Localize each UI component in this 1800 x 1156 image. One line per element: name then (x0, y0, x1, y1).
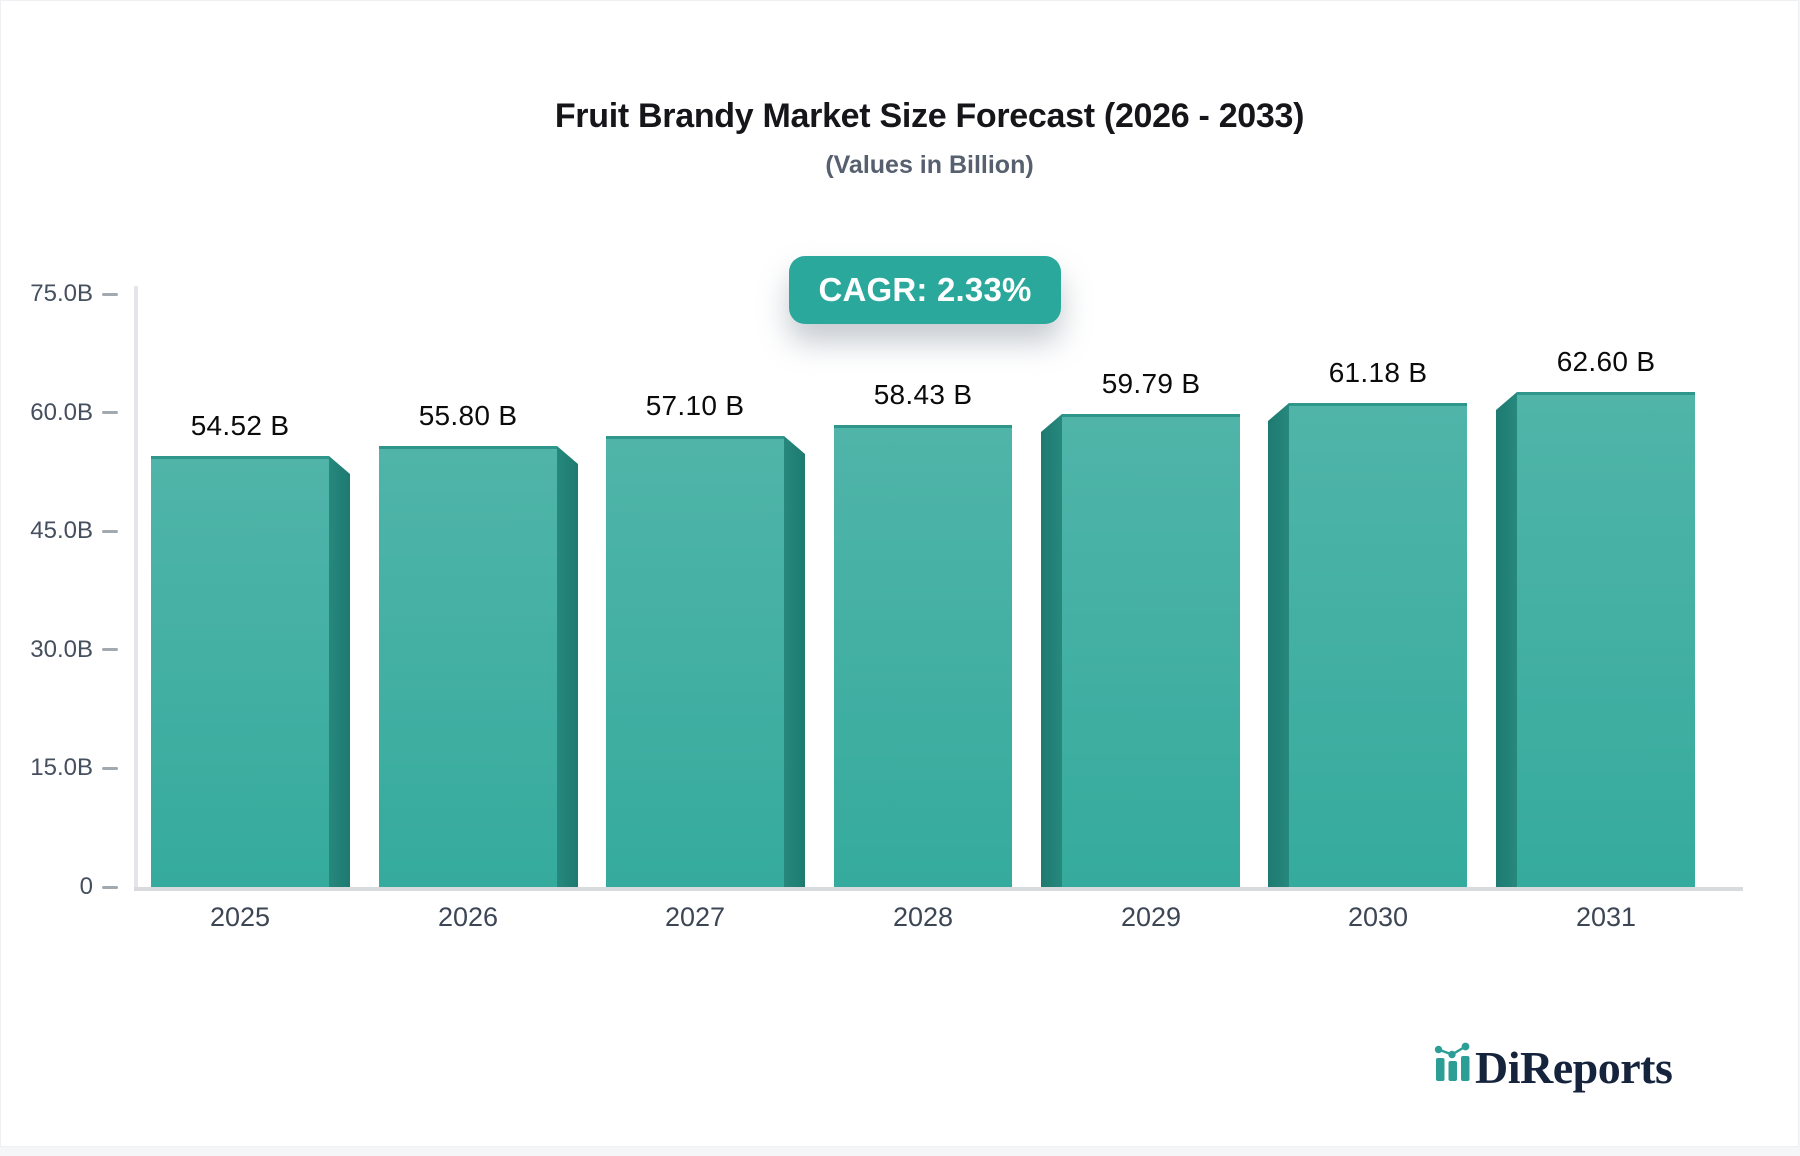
bar-value-label: 57.10 B (645, 390, 745, 421)
x-axis-label: 2030 (1347, 902, 1409, 932)
chart-subtitle: (Values in Billion) (825, 151, 1034, 179)
bar-2027 (606, 436, 784, 887)
bar-value-label: 54.52 B (190, 410, 290, 441)
bar-3d-side (1496, 392, 1517, 887)
cagr-badge: CAGR: 2.33% (789, 256, 1061, 324)
bar-2026 (379, 446, 557, 887)
bar-value-label: 58.43 B (873, 379, 973, 410)
brand-name: DiReports (1475, 1042, 1672, 1093)
x-axis-label: 2026 (437, 902, 499, 932)
x-axis-label: 2028 (892, 902, 954, 932)
y-axis-tick-label: 45.0B (30, 517, 93, 545)
x-axis-label: 2027 (664, 902, 726, 932)
bar-2029 (1062, 414, 1240, 887)
bar-3d-side (557, 446, 578, 887)
chart-title: Fruit Brandy Market Size Forecast (2026 … (554, 97, 1305, 135)
y-axis-tick-mark (102, 411, 118, 415)
brand-logo: DiReports (1434, 1042, 1673, 1093)
bar-value-label: 59.79 B (1101, 368, 1201, 399)
y-axis-line (134, 286, 138, 891)
bar-3d-side (329, 456, 350, 887)
y-axis-tick-label: 15.0B (30, 754, 93, 782)
bar-2025 (151, 456, 329, 887)
x-axis-label: 2025 (209, 902, 271, 932)
mini-bar-line-chart-icon (1434, 1042, 1470, 1081)
y-axis-tick-label: 30.0B (30, 635, 93, 663)
y-axis-tick-mark (102, 648, 118, 652)
y-axis-tick-label: 0 (79, 873, 93, 900)
y-axis-tick-label: 60.0B (30, 398, 93, 426)
x-axis-baseline (134, 887, 1743, 891)
bar-value-label: 55.80 B (418, 400, 518, 431)
y-axis-tick-mark (102, 766, 118, 770)
bar-2028 (834, 425, 1012, 887)
y-axis-tick-label: 75.0B (30, 280, 93, 307)
bar-value-label: 61.18 B (1328, 357, 1428, 388)
y-axis-tick-mark (102, 529, 118, 533)
bar-value-label: 62.60 B (1556, 346, 1656, 377)
bar-3d-side (1268, 403, 1289, 887)
bar-3d-side (1041, 414, 1062, 887)
y-axis-tick-mark (102, 292, 118, 296)
y-axis-tick-mark (102, 885, 118, 889)
bar-2030 (1289, 403, 1467, 887)
x-axis-label: 2031 (1575, 902, 1637, 932)
bar-3d-side (784, 436, 805, 887)
bar-2031 (1517, 392, 1695, 887)
x-axis-label: 2029 (1120, 902, 1182, 932)
